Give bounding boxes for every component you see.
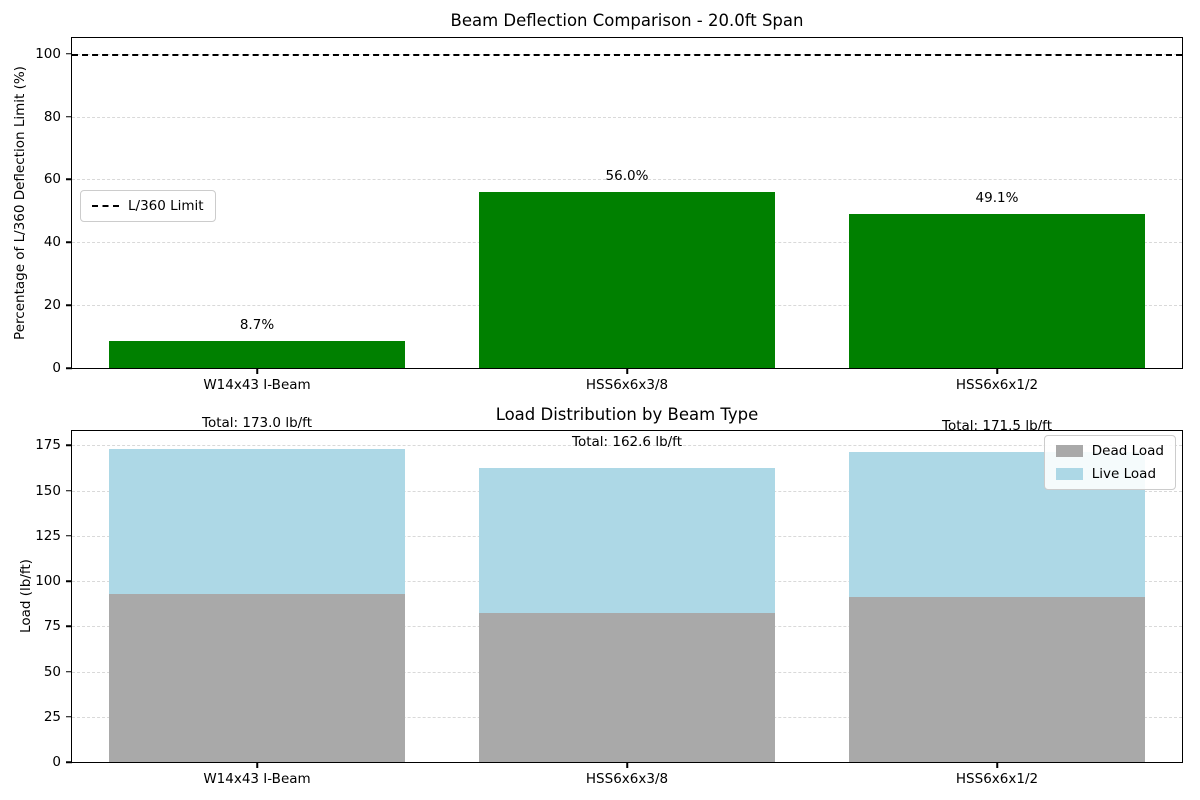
x-tick-mark xyxy=(996,368,998,374)
y-tick-mark xyxy=(66,367,72,369)
bar-segment-live-load xyxy=(109,449,405,594)
x-tick-label: HSS6x6x3/8 xyxy=(585,771,669,787)
limit-line xyxy=(72,53,1182,56)
y-tick-label: 25 xyxy=(43,708,61,725)
y-tick-label: 125 xyxy=(35,527,61,544)
legend: Dead Load Live Load xyxy=(1043,435,1176,490)
total-label: Total: 173.0 lb/ft xyxy=(202,415,312,432)
x-tick-mark xyxy=(256,762,258,768)
legend-item: L/360 Limit xyxy=(92,198,204,214)
load-plot-area: 0 25 50 75 100 125 150 175 Total: 173.0 lb/ft W14… xyxy=(35,415,1183,787)
x-tick-mark xyxy=(626,762,628,768)
y-tick-label: 150 xyxy=(35,482,61,499)
y-tick-label: 20 xyxy=(43,297,61,314)
legend-label: L/360 Limit xyxy=(128,198,204,214)
y-tick-mark xyxy=(66,625,72,628)
x-tick-label: HSS6x6x1/2 xyxy=(955,771,1039,787)
load-chart-ylabel: Load (lb/ft) xyxy=(18,559,34,633)
x-tick-mark xyxy=(626,368,628,374)
bar-segment-dead-load xyxy=(479,612,775,762)
legend: L/360 Limit xyxy=(80,190,216,222)
x-tick-mark xyxy=(256,368,258,374)
bar-value-label: 8.7% xyxy=(239,316,275,333)
y-tick-mark xyxy=(66,115,72,118)
gridline xyxy=(72,116,1182,118)
bar-segment-live-load xyxy=(479,467,775,613)
gridline xyxy=(72,179,1182,181)
total-label: Total: 171.5 lb/ft xyxy=(942,417,1052,434)
y-tick-label: 0 xyxy=(52,754,61,770)
y-tick-label: 40 xyxy=(43,234,61,251)
y-tick-mark xyxy=(66,580,72,582)
bar xyxy=(479,192,775,368)
y-tick-label: 175 xyxy=(35,437,61,454)
y-tick-label: 100 xyxy=(35,45,61,62)
legend-color-swatch xyxy=(1055,445,1083,457)
y-tick-label: 60 xyxy=(43,171,61,188)
bar-value-label: 49.1% xyxy=(975,189,1019,206)
x-tick-label: W14x43 I-Beam xyxy=(203,377,311,393)
legend-label: Live Load xyxy=(1091,466,1157,482)
y-tick-label: 0 xyxy=(52,360,61,376)
bar xyxy=(109,340,405,368)
y-tick-mark xyxy=(66,761,72,763)
y-tick-mark xyxy=(66,304,72,306)
legend-item: Dead Load xyxy=(1055,443,1164,459)
bar xyxy=(849,213,1145,368)
y-tick-mark xyxy=(66,241,72,244)
y-tick-label: 100 xyxy=(35,573,61,590)
legend-item: Live Load xyxy=(1055,466,1164,482)
y-tick-mark xyxy=(66,489,72,492)
y-tick-mark xyxy=(66,52,72,55)
y-tick-label: 50 xyxy=(43,663,61,680)
deflection-plot-area: 0 20 40 60 80 100 8.7% W14x43 I-Beam 56.0% HSS6x6… xyxy=(35,37,1183,393)
x-tick-label: W14x43 I-Beam xyxy=(203,771,311,787)
legend-color-swatch xyxy=(1055,468,1083,480)
y-tick-mark xyxy=(66,716,72,718)
y-tick-label: 80 xyxy=(43,108,61,125)
bar-segment-dead-load xyxy=(849,596,1145,762)
x-tick-label: HSS6x6x3/8 xyxy=(585,377,669,393)
y-tick-mark xyxy=(66,535,72,537)
total-label: Total: 162.6 lb/ft xyxy=(572,433,682,450)
y-tick-label: 75 xyxy=(43,618,61,635)
gridline xyxy=(72,445,1182,447)
y-tick-mark xyxy=(66,178,72,181)
load-chart-title: Load Distribution by Beam Type xyxy=(495,405,759,424)
x-tick-label: HSS6x6x1/2 xyxy=(955,377,1039,393)
legend-label: Dead Load xyxy=(1091,443,1164,459)
deflection-chart-ylabel: Percentage of L/360 Deflection Limit (%) xyxy=(12,66,28,340)
bar-segment-dead-load xyxy=(109,593,405,762)
deflection-chart-title: Beam Deflection Comparison - 20.0ft Span xyxy=(450,11,804,30)
bar-value-label: 56.0% xyxy=(605,168,649,184)
x-tick-mark xyxy=(996,762,998,768)
y-tick-mark xyxy=(66,670,72,673)
y-tick-mark xyxy=(66,444,72,447)
legend-dashed-line-swatch xyxy=(92,205,119,207)
